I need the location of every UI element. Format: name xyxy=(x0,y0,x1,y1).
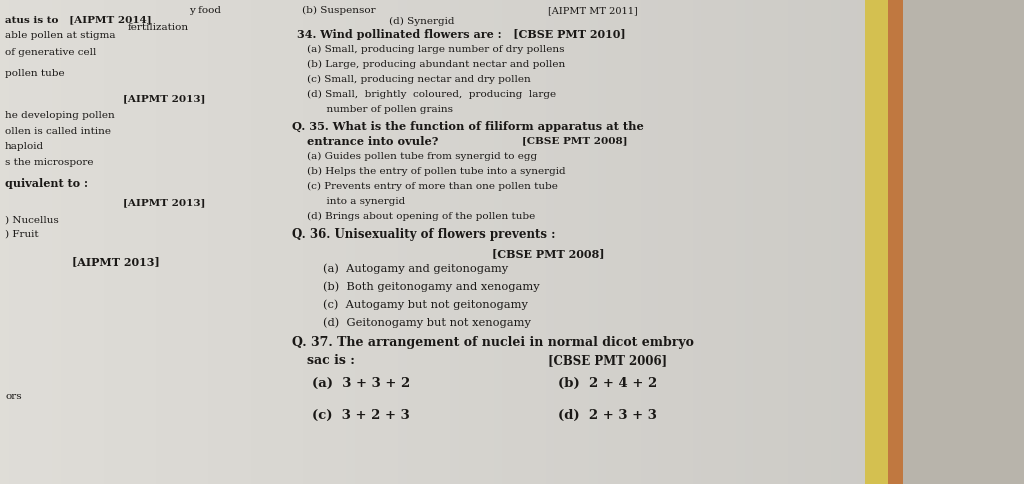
Text: into a synergid: into a synergid xyxy=(307,197,406,206)
Bar xyxy=(903,0,1024,484)
Text: of generative cell: of generative cell xyxy=(5,48,96,58)
Text: Q. 36. Unisexuality of flowers prevents :: Q. 36. Unisexuality of flowers prevents … xyxy=(292,228,555,242)
Text: (c)  Autogamy but not geitonogamy: (c) Autogamy but not geitonogamy xyxy=(323,299,527,310)
Text: (c) Small, producing nectar and dry pollen: (c) Small, producing nectar and dry poll… xyxy=(307,75,531,84)
Text: ors: ors xyxy=(5,392,22,401)
Text: (d) Brings about opening of the pollen tube: (d) Brings about opening of the pollen t… xyxy=(307,212,536,221)
Text: [CBSE PMT 2008]: [CBSE PMT 2008] xyxy=(522,136,628,146)
Text: (c)  3 + 2 + 3: (c) 3 + 2 + 3 xyxy=(312,409,410,422)
Text: y food: y food xyxy=(189,6,221,15)
Bar xyxy=(865,0,888,484)
Text: he developing pollen: he developing pollen xyxy=(5,111,115,121)
Text: ) Nucellus: ) Nucellus xyxy=(5,215,58,225)
Text: atus is to   [AIPMT 2014]: atus is to [AIPMT 2014] xyxy=(5,15,152,25)
Text: able pollen at stigma: able pollen at stigma xyxy=(5,31,116,41)
Text: (d)  2 + 3 + 3: (d) 2 + 3 + 3 xyxy=(558,409,657,422)
Bar xyxy=(888,0,903,484)
Text: (b) Suspensor: (b) Suspensor xyxy=(302,6,376,15)
Text: (a)  3 + 3 + 2: (a) 3 + 3 + 2 xyxy=(312,377,411,390)
Text: entrance into ovule?: entrance into ovule? xyxy=(307,136,438,148)
Text: [AIPMT MT 2011]: [AIPMT MT 2011] xyxy=(548,6,638,15)
Text: sac is :: sac is : xyxy=(307,354,355,367)
Text: [CBSE PMT 2008]: [CBSE PMT 2008] xyxy=(492,248,604,259)
Text: (d) Synergid: (d) Synergid xyxy=(389,17,455,26)
Text: Q. 35. What is the function of filiform apparatus at the: Q. 35. What is the function of filiform … xyxy=(292,121,644,132)
Text: [AIPMT 2013]: [AIPMT 2013] xyxy=(72,257,160,268)
Text: ollen is called intine: ollen is called intine xyxy=(5,127,112,136)
Text: (c) Prevents entry of more than one pollen tube: (c) Prevents entry of more than one poll… xyxy=(307,182,558,191)
Text: (d) Small,  brightly  coloured,  producing  large: (d) Small, brightly coloured, producing … xyxy=(307,90,556,99)
Text: quivalent to :: quivalent to : xyxy=(5,178,88,189)
Text: (b)  2 + 4 + 2: (b) 2 + 4 + 2 xyxy=(558,377,657,390)
Text: fertilization: fertilization xyxy=(128,23,189,32)
Text: 34. Wind pollinated flowers are :   [CBSE PMT 2010]: 34. Wind pollinated flowers are : [CBSE … xyxy=(297,29,626,40)
Text: Q. 37. The arrangement of nuclei in normal dicot embryo: Q. 37. The arrangement of nuclei in norm… xyxy=(292,336,693,349)
Text: [AIPMT 2013]: [AIPMT 2013] xyxy=(123,94,205,104)
Text: (a)  Autogamy and geitonogamy: (a) Autogamy and geitonogamy xyxy=(323,264,508,274)
Text: s the microspore: s the microspore xyxy=(5,158,93,167)
Text: ) Fruit: ) Fruit xyxy=(5,230,39,239)
Text: [AIPMT 2013]: [AIPMT 2013] xyxy=(123,198,205,208)
Text: (b) Large, producing abundant nectar and pollen: (b) Large, producing abundant nectar and… xyxy=(307,60,565,69)
Text: number of pollen grains: number of pollen grains xyxy=(307,105,454,114)
Text: (b)  Both geitonogamy and xenogamy: (b) Both geitonogamy and xenogamy xyxy=(323,282,540,292)
Text: (a) Guides pollen tube from synergid to egg: (a) Guides pollen tube from synergid to … xyxy=(307,152,538,161)
Text: (a) Small, producing large number of dry pollens: (a) Small, producing large number of dry… xyxy=(307,45,564,54)
Text: [CBSE PMT 2006]: [CBSE PMT 2006] xyxy=(548,354,667,367)
Text: pollen tube: pollen tube xyxy=(5,69,65,78)
Text: haploid: haploid xyxy=(5,142,44,151)
Text: (b) Helps the entry of pollen tube into a synergid: (b) Helps the entry of pollen tube into … xyxy=(307,167,566,176)
Text: (d)  Geitonogamy but not xenogamy: (d) Geitonogamy but not xenogamy xyxy=(323,317,530,328)
